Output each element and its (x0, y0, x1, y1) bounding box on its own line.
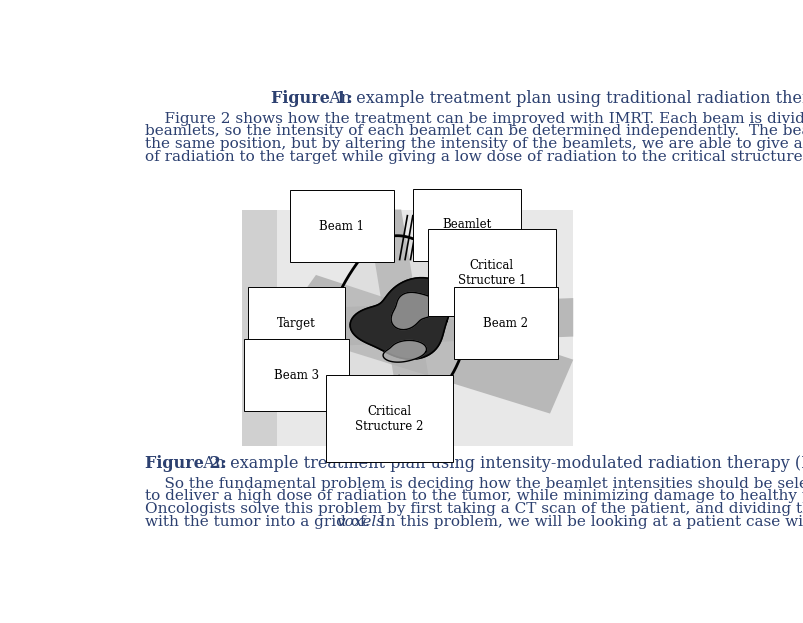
Text: Critical
Structure 1: Critical Structure 1 (457, 259, 525, 287)
Text: Beamlet: Beamlet (442, 219, 491, 231)
Bar (242, 209, 277, 446)
Text: Figure 1:: Figure 1: (271, 90, 353, 107)
Text: Beam 1: Beam 1 (319, 220, 364, 233)
Text: of radiation to the target while giving a low dose of radiation to the critical : of radiation to the target while giving … (145, 150, 803, 164)
Polygon shape (277, 275, 573, 414)
Text: with the tumor into a grid of: with the tumor into a grid of (145, 515, 369, 529)
Polygon shape (366, 209, 439, 446)
Polygon shape (330, 235, 471, 397)
Bar (242, 209, 573, 446)
Text: An example treatment plan using traditional radiation therapy.: An example treatment plan using traditio… (319, 90, 803, 107)
Polygon shape (277, 298, 573, 348)
Text: Critical
Structure 2: Critical Structure 2 (355, 405, 423, 433)
Text: .  In this problem, we will be looking at a patient case with: . In this problem, we will be looking at… (365, 515, 803, 529)
Polygon shape (390, 292, 438, 330)
Text: to deliver a high dose of radiation to the tumor, while minimizing damage to hea: to deliver a high dose of radiation to t… (145, 490, 803, 503)
Text: beamlets, so the intensity of each beamlet can be determined independently.  The: beamlets, so the intensity of each beaml… (145, 125, 803, 138)
Text: So the fundamental problem is deciding how the beamlet intensities should be sel: So the fundamental problem is deciding h… (145, 477, 803, 491)
Text: the same position, but by altering the intensity of the beamlets, we are able to: the same position, but by altering the i… (145, 137, 803, 151)
Text: An example treatment plan using intensity-modulated radiation therapy (IMRT).: An example treatment plan using intensit… (194, 455, 803, 472)
Text: Beam 3: Beam 3 (274, 369, 319, 381)
Text: voxels: voxels (336, 515, 385, 529)
Text: Oncologists solve this problem by first taking a CT scan of the patient, and div: Oncologists solve this problem by first … (145, 502, 803, 516)
Text: Figure 2 shows how the treatment can be improved with IMRT. Each beam is divided: Figure 2 shows how the treatment can be … (145, 112, 803, 126)
Text: Figure 2:: Figure 2: (145, 455, 226, 472)
Text: Beam 2: Beam 2 (483, 317, 528, 330)
Polygon shape (382, 340, 426, 362)
Text: Target: Target (277, 317, 316, 330)
Polygon shape (349, 278, 450, 359)
